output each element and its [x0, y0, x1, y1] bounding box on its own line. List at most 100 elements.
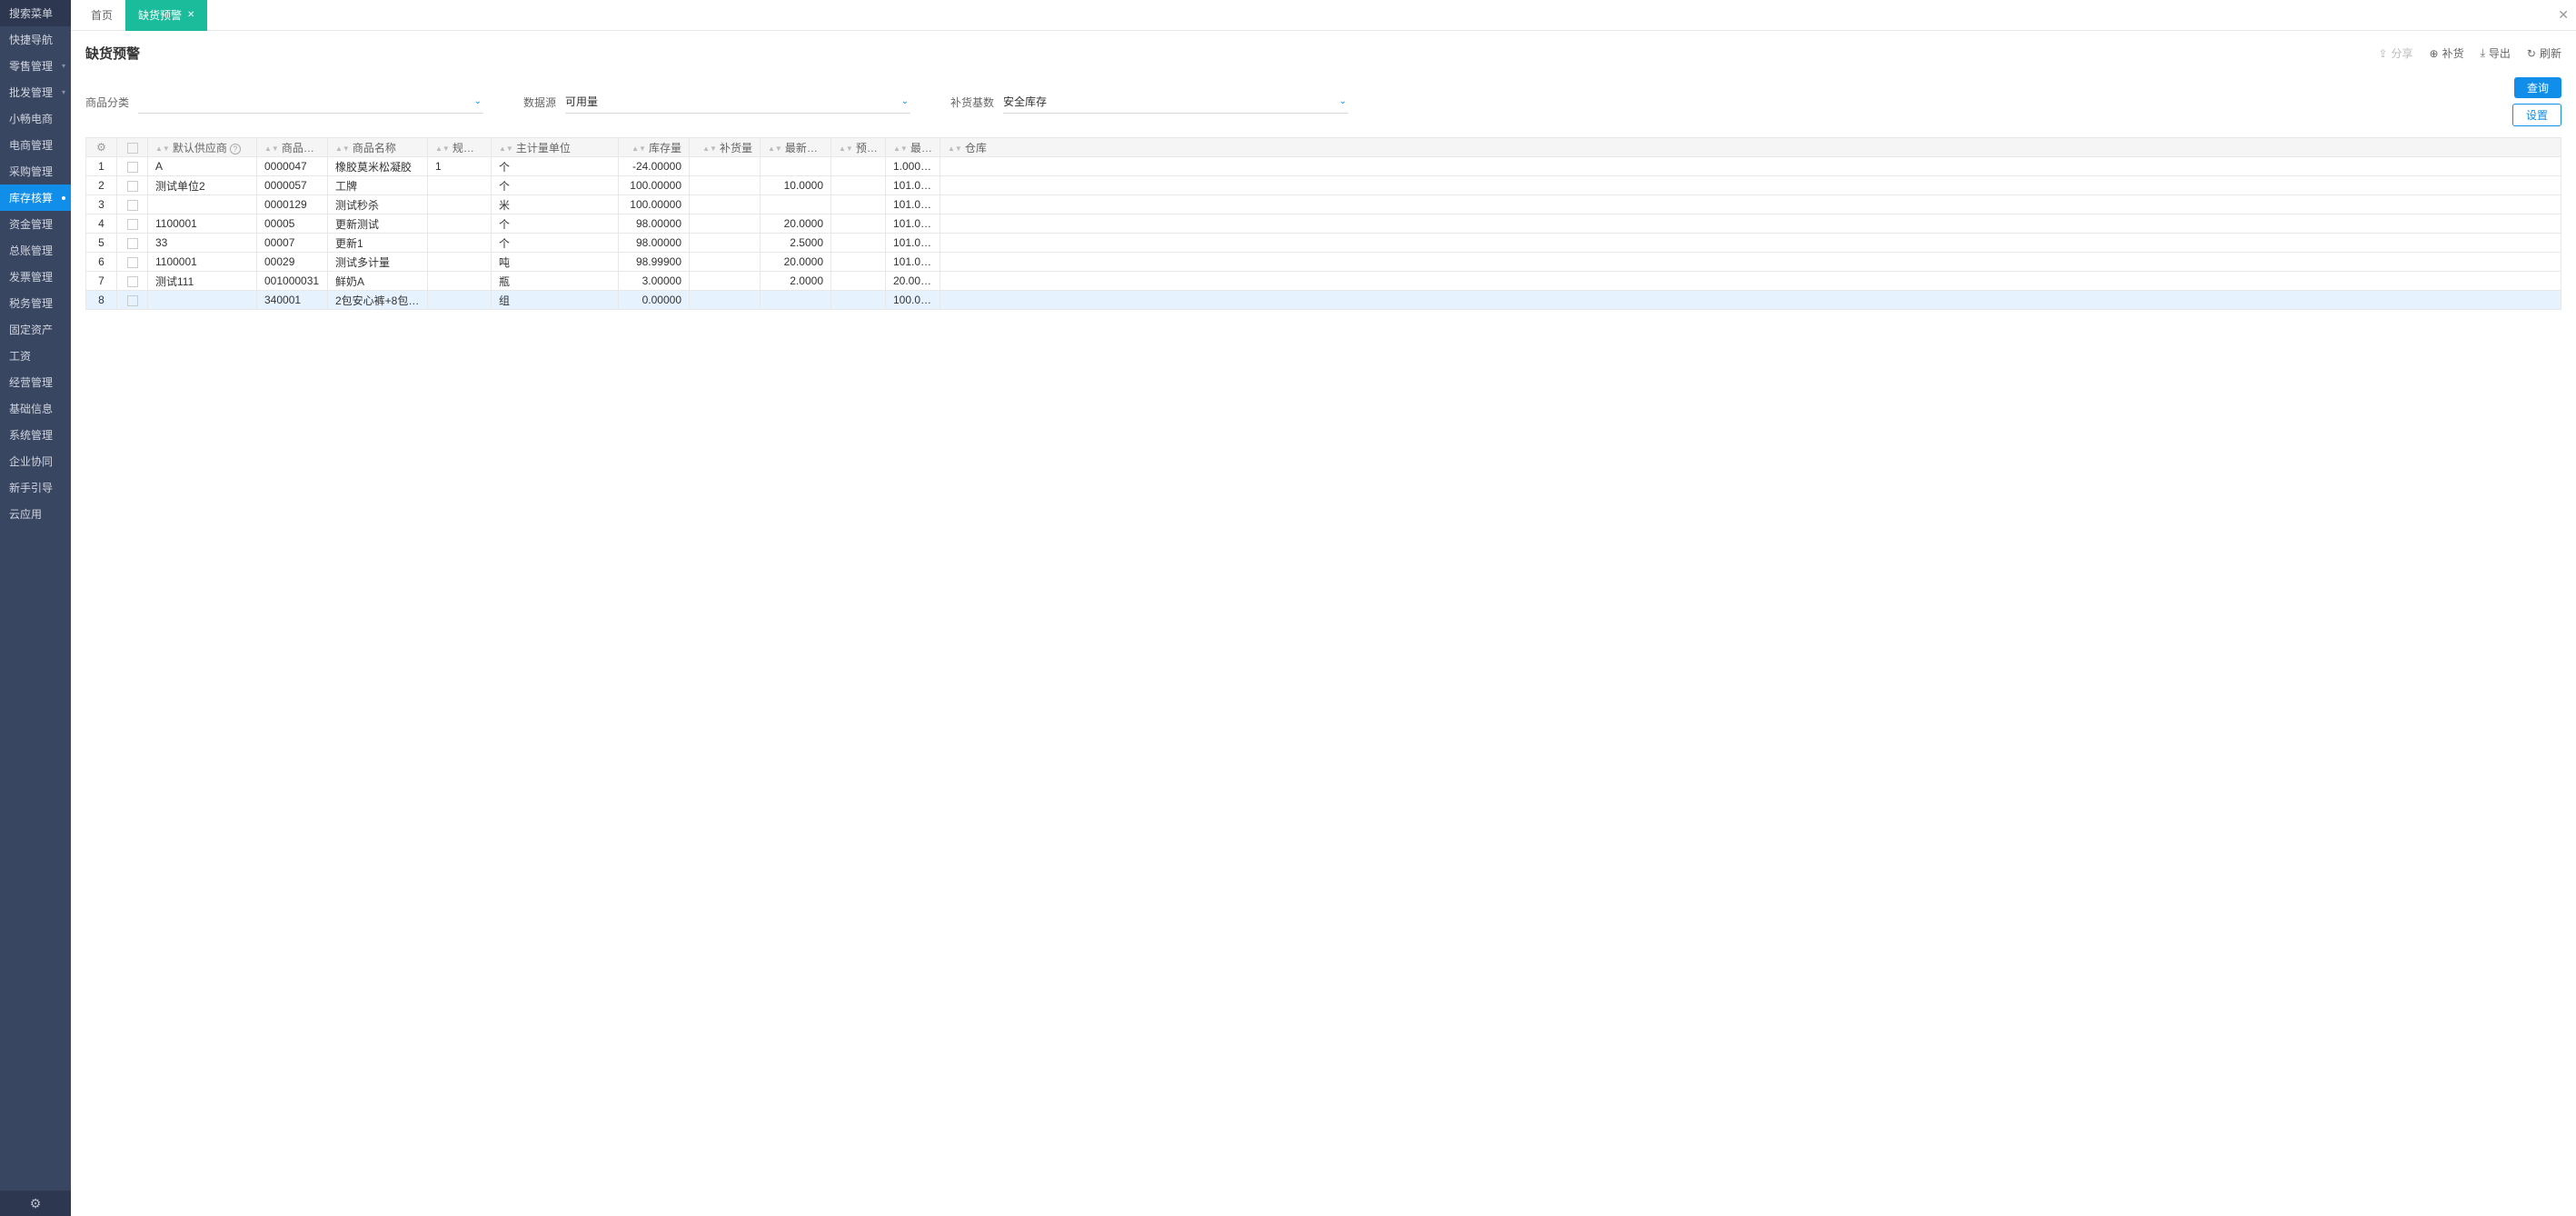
header-price[interactable]: ▲▼最新进价 [761, 138, 831, 157]
cell-price [761, 195, 831, 214]
sidebar-item-12[interactable]: 固定资产 [0, 316, 71, 343]
filter-category-label: 商品分类 [85, 95, 129, 110]
header-code[interactable]: ▲▼商品编码 [257, 138, 328, 157]
settings-button[interactable]: 设置 [2512, 104, 2561, 126]
category-select[interactable]: ⌄ [138, 90, 483, 114]
cell-spec [428, 214, 492, 234]
cell-name: 工牌 [328, 176, 428, 195]
tab-stockout-alert[interactable]: 缺货预警 ✕ [125, 0, 207, 31]
datasource-select[interactable]: 可用量 ⌄ [565, 90, 910, 114]
header-name-label: 商品名称 [353, 142, 396, 154]
sidebar-item-13[interactable]: 工资 [0, 343, 71, 369]
checkbox-icon [127, 162, 138, 173]
sidebar-item-19[interactable]: 云应用 [0, 501, 71, 527]
page-title: 缺货预警 [85, 44, 140, 63]
tab-home[interactable]: 首页 [78, 0, 125, 31]
sidebar-item-16[interactable]: 系统管理 [0, 422, 71, 448]
cell-stock: 0.00000 [619, 291, 690, 310]
refresh-button[interactable]: ↻ 刷新 [2527, 45, 2561, 61]
sidebar-item-18[interactable]: 新手引导 [0, 474, 71, 501]
sidebar-item-2[interactable]: 零售管理▾ [0, 53, 71, 79]
sidebar-item-1[interactable]: 快捷导航 [0, 26, 71, 53]
cell-code: 340001 [257, 291, 328, 310]
sort-icon: ▲▼ [335, 146, 350, 151]
cell-spec [428, 272, 492, 291]
filter-datasource: 数据源 可用量 ⌄ [523, 90, 910, 114]
header-unit-label: 主计量单位 [516, 142, 571, 154]
cell-stock: 98.99900 [619, 253, 690, 272]
sidebar-item-14[interactable]: 经营管理 [0, 369, 71, 395]
replenish-button[interactable]: ⊕ 补货 [2430, 45, 2464, 61]
cell-checkbox[interactable] [117, 253, 148, 272]
sidebar-item-17[interactable]: 企业协同 [0, 448, 71, 474]
sidebar: 搜索菜单快捷导航零售管理▾批发管理▾小畅电商电商管理采购管理库存核算资金管理总账… [0, 0, 71, 1216]
cell-checkbox[interactable] [117, 195, 148, 214]
cell-checkbox[interactable] [117, 214, 148, 234]
header-supplier[interactable]: ▲▼默认供应商? [148, 138, 257, 157]
header-stock[interactable]: ▲▼库存量 [619, 138, 690, 157]
table-row[interactable]: 7测试111001000031鲜奶A瓶3.000002.000020.00000 [86, 272, 2561, 291]
table-row[interactable]: 53300007更新1个98.000002.5000101.00000 [86, 234, 2561, 253]
sidebar-item-label: 云应用 [9, 506, 42, 522]
cell-name: 测试秒杀 [328, 195, 428, 214]
basis-select[interactable]: 安全库存 ⌄ [1003, 90, 1348, 114]
cell-checkbox[interactable] [117, 234, 148, 253]
cell-supplier: A [148, 157, 257, 176]
sidebar-item-7[interactable]: 库存核算 [0, 184, 71, 211]
sidebar-item-5[interactable]: 电商管理 [0, 132, 71, 158]
cell-name: 橡胶莫米松凝胶 [328, 157, 428, 176]
table-row[interactable]: 2测试单位20000057工牌个100.0000010.0000101.0000… [86, 176, 2561, 195]
header-warehouse[interactable]: ▲▼仓库 [940, 138, 2561, 157]
sidebar-item-6[interactable]: 采购管理 [0, 158, 71, 184]
table-row[interactable]: 1A0000047橡胶莫米松凝胶1个-24.000001.00000 [86, 157, 2561, 176]
sidebar-item-9[interactable]: 总账管理 [0, 237, 71, 264]
sidebar-item-8[interactable]: 资金管理 [0, 211, 71, 237]
export-button[interactable]: ⤓ 导出 [2481, 45, 2511, 61]
header-min[interactable]: ▲▼最低库存 [886, 138, 940, 157]
query-button[interactable]: 查询 [2514, 77, 2561, 98]
refresh-icon: ↻ [2527, 47, 2536, 60]
sidebar-item-15[interactable]: 基础信息 [0, 395, 71, 422]
header-checkbox[interactable] [117, 138, 148, 157]
sort-icon: ▲▼ [155, 146, 170, 151]
sort-icon: ▲▼ [948, 146, 962, 151]
header-name[interactable]: ▲▼商品名称 [328, 138, 428, 157]
cell-index: 3 [86, 195, 117, 214]
cell-checkbox[interactable] [117, 176, 148, 195]
table-row[interactable]: 83400012包安心裤+8包厨房湿巾组0.00000100.00000 [86, 291, 2561, 310]
sidebar-item-4[interactable]: 小畅电商 [0, 105, 71, 132]
cell-replenish [690, 176, 761, 195]
cell-checkbox[interactable] [117, 272, 148, 291]
tabbar-close-icon[interactable]: ✕ [2558, 7, 2569, 23]
cell-index: 2 [86, 176, 117, 195]
gear-icon[interactable]: ⚙ [30, 1196, 42, 1211]
sidebar-item-label: 企业协同 [9, 454, 53, 469]
header-gear[interactable]: ⚙ [86, 138, 117, 157]
cell-price [761, 291, 831, 310]
cell-est [831, 157, 886, 176]
cell-unit: 个 [492, 234, 619, 253]
share-button[interactable]: ⇪ 分享 [2378, 45, 2412, 61]
sidebar-item-label: 基础信息 [9, 401, 53, 416]
header-spec[interactable]: ▲▼规格型号 [428, 138, 492, 157]
sidebar-item-0[interactable]: 搜索菜单 [0, 0, 71, 26]
cell-checkbox[interactable] [117, 291, 148, 310]
table-row[interactable]: 4110000100005更新测试个98.0000020.0000101.000… [86, 214, 2561, 234]
table-row[interactable]: 6110000100029测试多计量吨98.9990020.0000101.00… [86, 253, 2561, 272]
sidebar-item-3[interactable]: 批发管理▾ [0, 79, 71, 105]
close-icon[interactable]: ✕ [187, 10, 194, 20]
active-dot-icon [62, 196, 65, 200]
cell-stock: -24.00000 [619, 157, 690, 176]
header-est[interactable]: ▲▼预计采购... [831, 138, 886, 157]
header-unit[interactable]: ▲▼主计量单位 [492, 138, 619, 157]
sidebar-item-10[interactable]: 发票管理 [0, 264, 71, 290]
sidebar-item-label: 税务管理 [9, 295, 53, 311]
cell-checkbox[interactable] [117, 157, 148, 176]
cell-spec [428, 291, 492, 310]
sidebar-item-11[interactable]: 税务管理 [0, 290, 71, 316]
header-replenish[interactable]: ▲▼补货量 [690, 138, 761, 157]
share-label: 分享 [2392, 45, 2413, 61]
cell-unit: 个 [492, 157, 619, 176]
checkbox-icon [127, 257, 138, 268]
table-row[interactable]: 30000129测试秒杀米100.00000101.00000 [86, 195, 2561, 214]
